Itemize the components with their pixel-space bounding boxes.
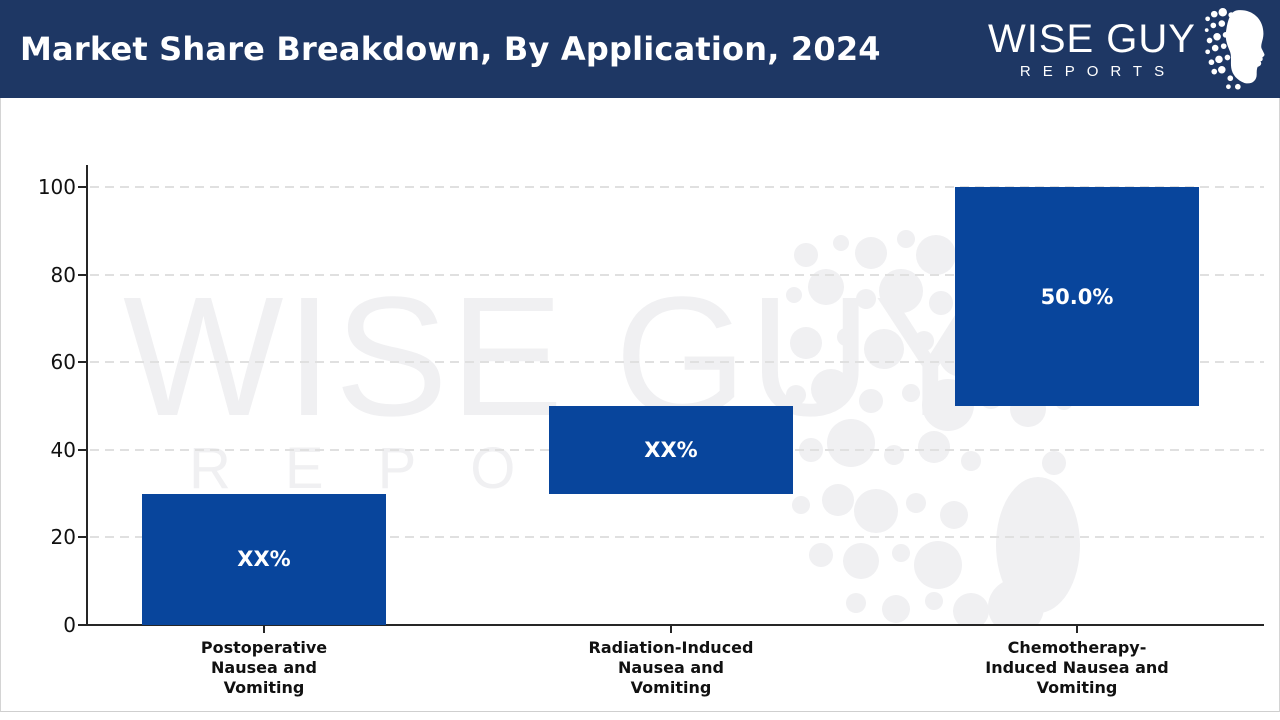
x-tick-mark xyxy=(670,626,672,633)
category-label: Chemotherapy- Induced Nausea and Vomitin… xyxy=(985,638,1169,697)
gridline xyxy=(90,536,1264,539)
bar: XX% xyxy=(549,406,793,494)
y-tick-mark xyxy=(78,624,86,626)
y-tick-mark xyxy=(78,273,86,276)
bar: XX% xyxy=(142,493,386,625)
category-label: Radiation-Induced Nausea and Vomiting xyxy=(588,638,754,697)
bar-value-label: XX% xyxy=(237,547,291,572)
y-tick-mark xyxy=(78,536,86,539)
logo-wordmark: WISE GUY xyxy=(987,16,1196,61)
y-tick-mark xyxy=(78,186,86,188)
y-tick-label: 60 xyxy=(50,350,76,375)
bar: 50.0% xyxy=(955,187,1199,406)
bar-value-label: 50.0% xyxy=(1040,284,1114,309)
y-axis-line xyxy=(86,165,88,626)
logo-text: WISE GUY REPORTS xyxy=(988,19,1196,80)
category-label: Postoperative Nausea and Vomiting xyxy=(200,638,328,697)
header-bar: Market Share Breakdown, By Application, … xyxy=(0,0,1280,98)
y-tick-mark xyxy=(78,448,86,451)
y-tick-label: 80 xyxy=(50,262,76,287)
gridline xyxy=(90,273,1264,276)
wise-guy-reports-logo: WISE GUY REPORTS xyxy=(988,6,1268,92)
dotted-face-icon xyxy=(1204,7,1265,90)
y-tick-label: 20 xyxy=(50,525,76,550)
y-tick-mark xyxy=(78,361,86,364)
x-tick-mark xyxy=(263,626,265,633)
logo-subtitle: REPORTS xyxy=(1019,62,1177,80)
page-title: Market Share Breakdown, By Application, … xyxy=(20,30,881,68)
y-tick-label: 100 xyxy=(37,175,76,199)
x-tick-mark xyxy=(1076,626,1078,633)
y-tick-label: 40 xyxy=(50,437,76,462)
gridline xyxy=(90,361,1264,364)
gridline xyxy=(90,186,1264,188)
y-tick-label: 0 xyxy=(63,613,76,637)
bar-value-label: XX% xyxy=(644,437,698,462)
x-axis-line xyxy=(86,624,1264,626)
